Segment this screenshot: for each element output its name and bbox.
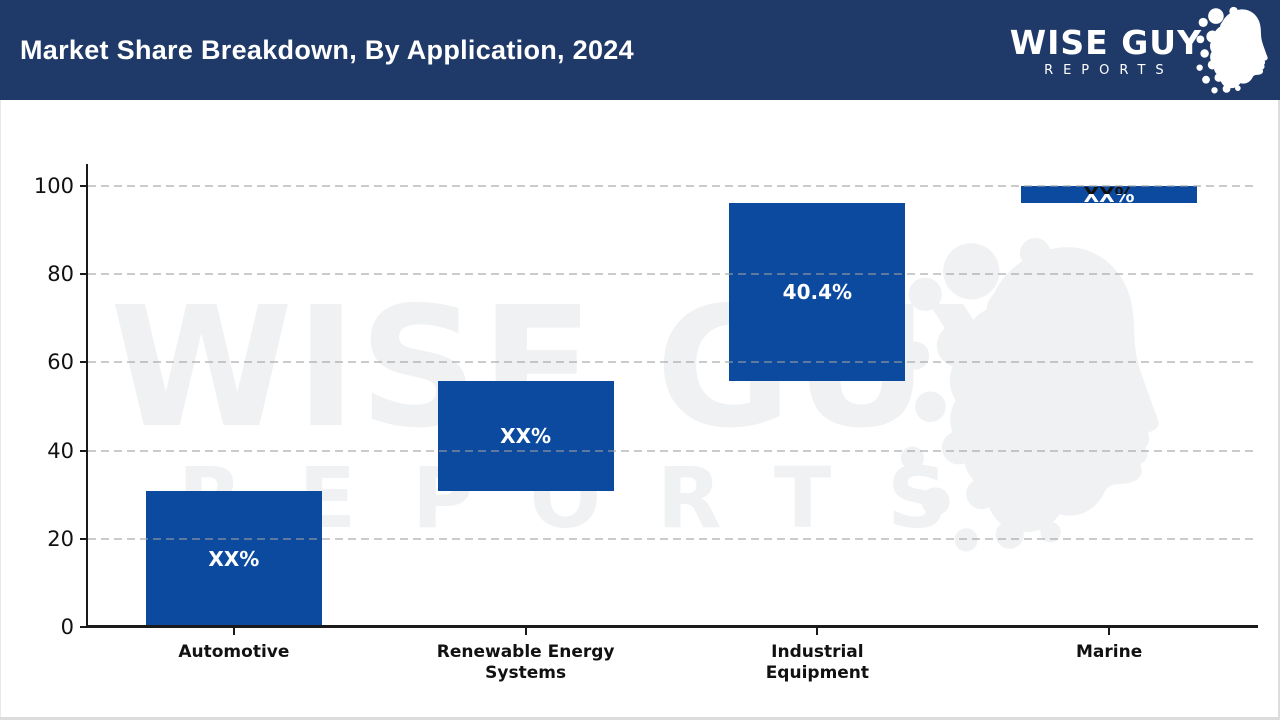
y-tick-label: 60 xyxy=(47,350,74,375)
y-tick-label: 40 xyxy=(47,438,74,463)
x-category-label-line: Equipment xyxy=(765,663,870,683)
brand-face-icon xyxy=(1196,6,1268,94)
y-axis-spine xyxy=(86,164,88,628)
bar-value-label: XX% xyxy=(500,424,552,449)
y-axis-tick xyxy=(80,537,88,540)
x-category-label-line: Industrial xyxy=(771,642,864,662)
y-axis-tick xyxy=(80,626,88,628)
brand-logo-text: WISE GUY REPORTS xyxy=(1010,26,1202,78)
x-category-label-line: Marine xyxy=(1076,642,1143,662)
y-axis-tick xyxy=(80,273,88,276)
bar xyxy=(145,491,322,627)
x-axis-line xyxy=(86,625,1258,628)
brand-subtitle: REPORTS xyxy=(1044,63,1174,78)
bar-value-label: XX% xyxy=(208,547,260,572)
x-category-label-line: Systems xyxy=(485,663,567,683)
bar-value-label: XX% xyxy=(1083,183,1135,208)
x-category-label-line: Renewable Energy xyxy=(436,642,615,662)
page-title: Market Share Breakdown, By Application, … xyxy=(20,34,634,65)
x-category-label: Marine xyxy=(969,642,1249,663)
y-axis-tick xyxy=(80,361,88,364)
x-category-label: Industrial Equipment xyxy=(677,642,957,684)
x-axis-tick xyxy=(1108,628,1111,635)
y-tick-label: 100 xyxy=(33,174,74,199)
y-axis-tick xyxy=(80,449,88,452)
x-category-label: Renewable Energy Systems xyxy=(386,642,666,684)
x-axis-tick xyxy=(524,628,527,635)
y-tick-label: 20 xyxy=(47,526,74,551)
gridline xyxy=(88,361,1258,364)
y-tick-label: 80 xyxy=(47,262,74,287)
brand-logo: WISE GUY REPORTS xyxy=(1010,3,1270,97)
bar xyxy=(437,381,614,492)
y-tick-label: 0 xyxy=(60,615,74,639)
y-axis-tick xyxy=(80,185,88,188)
bar-value-label: 40.4% xyxy=(782,280,853,305)
gridline xyxy=(88,185,1258,188)
x-category-label-line: Automotive xyxy=(178,642,290,662)
x-axis-tick xyxy=(232,628,235,635)
bar xyxy=(1021,186,1198,204)
brand-name: WISE GUY xyxy=(1009,23,1202,62)
x-axis-tick xyxy=(816,628,819,635)
gridline xyxy=(88,273,1258,276)
bar xyxy=(729,203,906,382)
gridline xyxy=(88,449,1258,452)
x-category-label: Automotive xyxy=(94,642,374,663)
header: Market Share Breakdown, By Application, … xyxy=(0,0,1280,100)
gridline xyxy=(88,537,1258,540)
